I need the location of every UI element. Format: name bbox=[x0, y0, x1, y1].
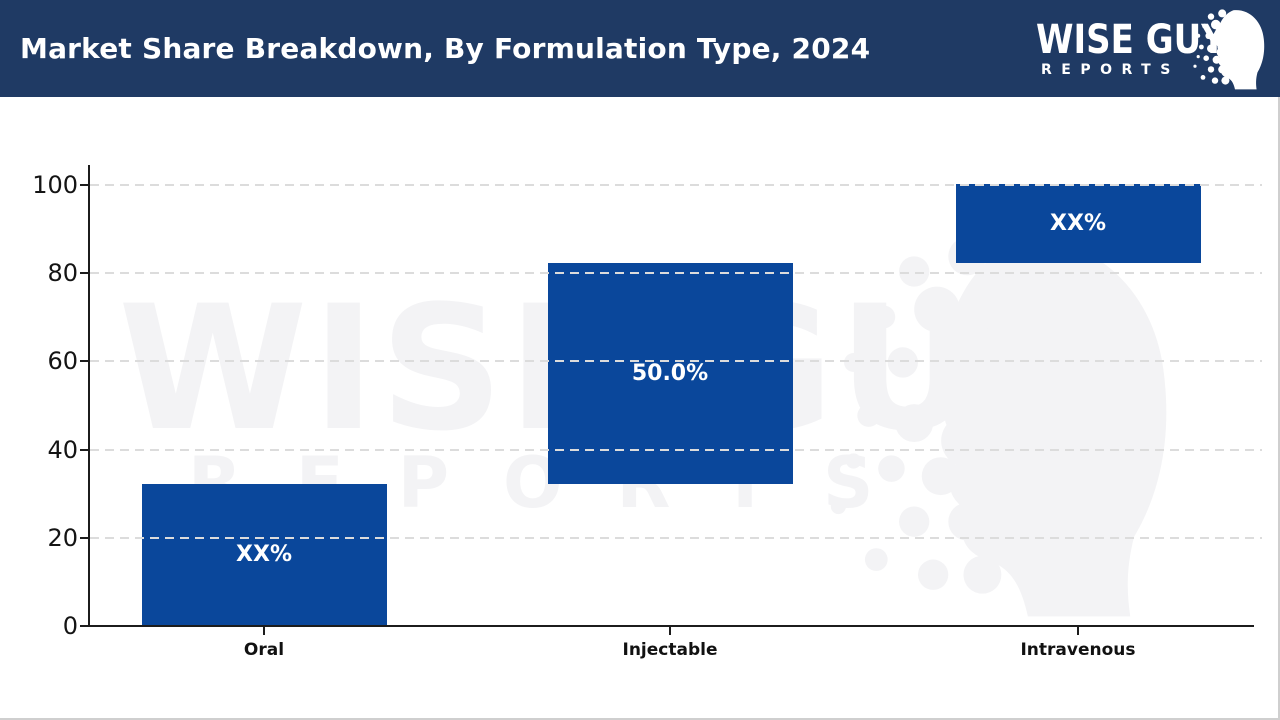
grid-line bbox=[90, 272, 1262, 275]
x-axis-category-label: Injectable bbox=[622, 640, 718, 660]
x-axis-category-label: Intravenous bbox=[1020, 640, 1136, 660]
chart-title: Market Share Breakdown, By Formulation T… bbox=[20, 32, 871, 65]
brand-head-logo-icon bbox=[1186, 7, 1268, 91]
y-axis-tick-label: 100 bbox=[32, 171, 78, 199]
y-axis-tick bbox=[80, 625, 88, 627]
bar-oral: XX% bbox=[141, 483, 387, 625]
y-axis-tick bbox=[80, 360, 88, 363]
y-axis-tick-label: 40 bbox=[47, 435, 78, 464]
y-axis-tick-label: 60 bbox=[47, 347, 78, 376]
y-axis-tick-label: 0 bbox=[62, 612, 78, 640]
y-axis-tick bbox=[80, 536, 88, 539]
bar-value-label: XX% bbox=[236, 541, 292, 567]
x-axis-tick bbox=[263, 627, 265, 635]
x-axis-category-label: Oral bbox=[243, 640, 285, 660]
y-axis-tick bbox=[80, 272, 88, 275]
y-axis-tick bbox=[80, 448, 88, 451]
x-axis-tick bbox=[1077, 627, 1079, 635]
bar-injectable: 50.0% bbox=[547, 263, 793, 484]
chart-plot-area: 0 20 40 60 80 100 XX% 50.0% XX% Oral Injectable Int… bbox=[0, 97, 1280, 720]
brand-subname-text: REPORTS bbox=[1041, 62, 1180, 78]
y-axis-line bbox=[88, 165, 90, 627]
grid-line bbox=[90, 448, 1262, 451]
x-axis-line bbox=[88, 625, 1254, 627]
grid-line bbox=[90, 184, 1262, 186]
y-axis-tick bbox=[80, 184, 88, 186]
y-axis-tick-label: 20 bbox=[47, 523, 78, 552]
y-axis-tick-label: 80 bbox=[47, 259, 78, 288]
bar-value-label: XX% bbox=[1050, 211, 1106, 237]
brand-name-text: WISE GUY bbox=[1036, 17, 1226, 63]
grid-line bbox=[90, 536, 1262, 539]
header-bar: Market Share Breakdown, By Formulation T… bbox=[0, 0, 1280, 97]
x-axis-tick bbox=[669, 627, 671, 635]
bar-value-label: 50.0% bbox=[631, 361, 709, 387]
bar-intravenous: XX% bbox=[955, 184, 1201, 264]
grid-line bbox=[90, 360, 1262, 363]
brand-logo: WISE GUY REPORTS bbox=[1010, 5, 1268, 93]
